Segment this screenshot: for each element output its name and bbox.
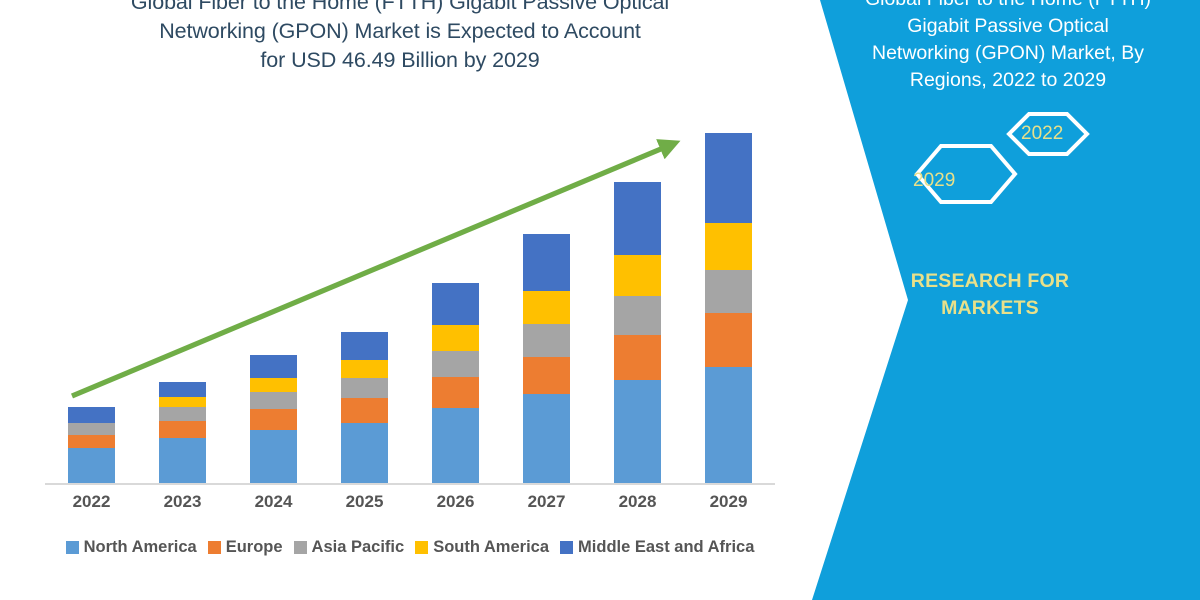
- bar-segment[interactable]: [432, 283, 479, 325]
- legend-label: North America: [83, 538, 197, 556]
- bar-segment[interactable]: [523, 234, 570, 291]
- chart-x-axis: 2022 2023 2024 2025 2026 2027 2028 2029: [45, 492, 775, 518]
- chart-title-line-3: for USD 46.49 Billion by 2029: [260, 48, 540, 72]
- bar-segment[interactable]: [68, 422, 115, 435]
- bar-segment[interactable]: [250, 409, 297, 430]
- bar-segment[interactable]: [705, 270, 752, 313]
- bar-2028[interactable]: [614, 182, 661, 483]
- bar-2025[interactable]: [341, 332, 388, 483]
- bar-segment[interactable]: [523, 394, 570, 483]
- bar-segment[interactable]: [68, 448, 115, 483]
- x-axis-tick-2028: 2028: [618, 492, 657, 511]
- hexagon-outline-icons: [914, 112, 1090, 204]
- x-axis-tick-2026: 2026: [436, 492, 475, 511]
- bar-segment[interactable]: [614, 255, 661, 296]
- hexagon-label-2022: 2022: [1021, 123, 1064, 144]
- bar-2024[interactable]: [250, 355, 297, 483]
- chart-plot-area: [45, 110, 775, 483]
- brand-panel-title: Global Fiber to the Home (FTTH) Gigabit …: [838, 0, 1178, 94]
- chart-panel: Global Fiber to the Home (FTTH) Gigabit …: [40, 0, 775, 557]
- x-axis-tick-2022: 2022: [72, 492, 111, 511]
- brand-name: RESEARCH FOR MARKETS: [850, 268, 1130, 322]
- bar-segment[interactable]: [432, 408, 479, 483]
- bar-segment[interactable]: [250, 392, 297, 409]
- bar-segment[interactable]: [432, 377, 479, 408]
- bar-segment[interactable]: [705, 313, 752, 367]
- chart-title: Global Fiber to the Home (FTTH) Gigabit …: [40, 0, 760, 75]
- bar-segment[interactable]: [432, 325, 479, 351]
- brand-content: Global Fiber to the Home (FTTH) Gigabit …: [760, 0, 1200, 600]
- legend-label: South America: [433, 538, 550, 556]
- chart-baseline: [45, 483, 775, 485]
- bar-segment[interactable]: [614, 296, 661, 335]
- bar-segment[interactable]: [250, 378, 297, 392]
- legend-swatch-icon: [207, 541, 221, 554]
- x-axis-tick-2023: 2023: [163, 492, 202, 511]
- bar-segment[interactable]: [523, 324, 570, 357]
- bar-segment[interactable]: [432, 351, 479, 377]
- brand-title-line-4: Regions, 2022 to 2029: [909, 69, 1107, 91]
- bar-segment[interactable]: [341, 378, 388, 398]
- legend-item-europe[interactable]: Europe: [207, 538, 283, 557]
- bar-segment[interactable]: [159, 397, 206, 407]
- bar-2023[interactable]: [159, 382, 206, 483]
- brand-name-line-1: RESEARCH FOR: [910, 270, 1070, 292]
- bar-2029[interactable]: [705, 133, 752, 483]
- chart-title-line-1: Global Fiber to the Home (FTTH) Gigabit …: [130, 0, 670, 14]
- bar-segment[interactable]: [523, 291, 570, 324]
- bar-segment[interactable]: [250, 430, 297, 483]
- legend-item-south-america[interactable]: South America: [415, 538, 549, 557]
- bar-segment[interactable]: [705, 223, 752, 270]
- bar-segment[interactable]: [250, 355, 297, 378]
- legend-item-middle-east-and-africa[interactable]: Middle East and Africa: [560, 538, 754, 557]
- bar-2026[interactable]: [432, 283, 479, 483]
- legend-label: Europe: [225, 538, 283, 556]
- brand-title-line-2: Gigabit Passive Optical: [907, 15, 1109, 37]
- bar-segment[interactable]: [341, 398, 388, 423]
- bar-2027[interactable]: [523, 234, 570, 483]
- x-axis-tick-2027: 2027: [527, 492, 566, 511]
- legend-swatch-icon: [293, 541, 307, 554]
- chart-legend: North America Europe Asia Pacific South Ame…: [45, 538, 775, 557]
- bar-segment[interactable]: [341, 360, 388, 378]
- x-axis-tick-2025: 2025: [345, 492, 384, 511]
- brand-name-line-2: MARKETS: [941, 297, 1039, 319]
- bar-segment[interactable]: [341, 423, 388, 483]
- bar-segment[interactable]: [159, 438, 206, 483]
- legend-swatch-icon: [65, 541, 79, 554]
- bar-segment[interactable]: [705, 367, 752, 483]
- bar-segment[interactable]: [614, 182, 661, 255]
- x-axis-tick-2029: 2029: [709, 492, 748, 511]
- legend-item-north-america[interactable]: North America: [65, 538, 197, 557]
- bar-2022[interactable]: [68, 407, 115, 483]
- legend-swatch-icon: [560, 541, 574, 554]
- bar-segment[interactable]: [705, 133, 752, 223]
- chart-title-line-2: Networking (GPON) Market is Expected to …: [159, 19, 641, 43]
- brand-panel-shape: [812, 0, 1200, 600]
- bar-segment[interactable]: [159, 382, 206, 397]
- bar-segment[interactable]: [68, 407, 115, 423]
- brand-panel: Global Fiber to the Home (FTTH) Gigabit …: [760, 0, 1200, 600]
- legend-swatch-icon: [415, 541, 429, 554]
- hexagon-badges: 2029 2022: [885, 110, 1135, 230]
- legend-label: Asia Pacific: [311, 538, 405, 556]
- bar-segment[interactable]: [341, 332, 388, 360]
- legend-item-asia-pacific[interactable]: Asia Pacific: [293, 538, 405, 557]
- bar-segment[interactable]: [614, 335, 661, 380]
- bar-segment[interactable]: [159, 407, 206, 421]
- brand-title-line-3: Networking (GPON) Market, By: [872, 42, 1144, 64]
- legend-label: Middle East and Africa: [578, 538, 755, 556]
- bar-segment[interactable]: [68, 434, 115, 449]
- bar-segment[interactable]: [523, 357, 570, 394]
- bar-segment[interactable]: [614, 380, 661, 483]
- bar-segment[interactable]: [159, 421, 206, 438]
- x-axis-tick-2024: 2024: [254, 492, 293, 511]
- brand-title-line-1: Global Fiber to the Home (FTTH): [838, 0, 1178, 13]
- hexagon-label-2029: 2029: [913, 170, 956, 191]
